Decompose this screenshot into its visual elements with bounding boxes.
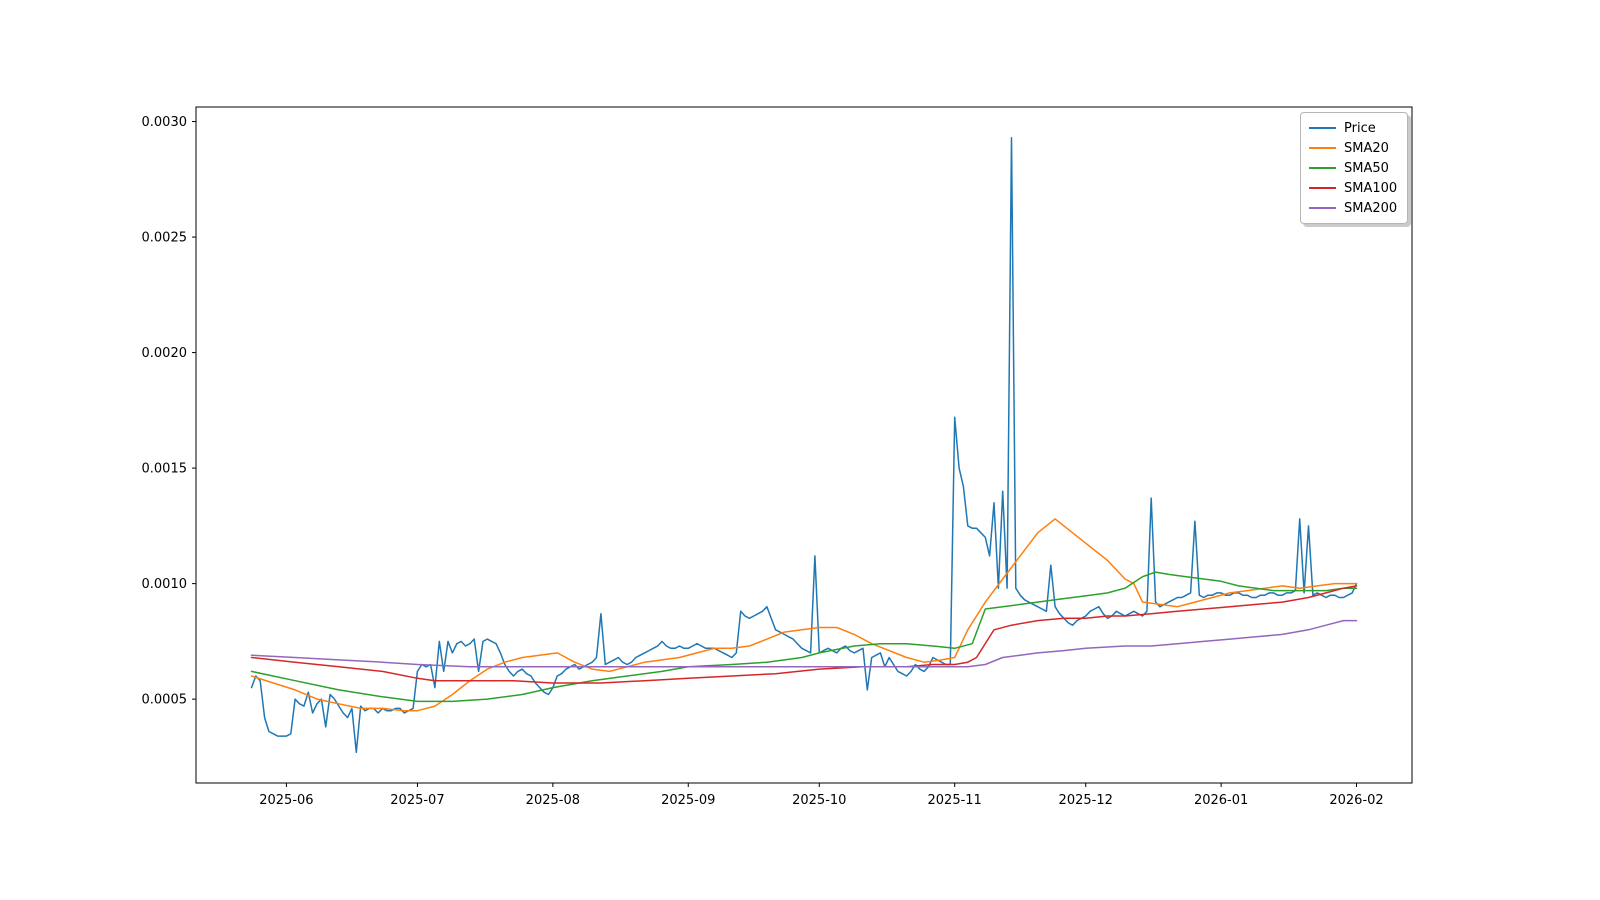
x-tick-label: 2026-02 [1329,793,1383,808]
axis-ticks: 2025-06 2025-07 2025-08 2025-09 2025-10 2025-… [142,115,1384,808]
y-tick-label: 0.0020 [142,346,188,361]
x-tick-label: 2025-12 [1059,793,1113,808]
series-lines [250,136,1358,754]
legend-item-sma50: SMA50 [1309,158,1397,178]
legend-label-sma200: SMA200 [1344,200,1398,216]
x-tick-label: 2026-01 [1194,793,1248,808]
legend-item-price: Price [1309,118,1397,138]
y-tick-label: 0.0015 [142,462,188,477]
sma100-line-swatch [1309,187,1336,189]
x-tick-label: 2025-10 [792,793,846,808]
x-tick-label: 2025-09 [661,793,715,808]
x-tick-label: 2025-07 [390,793,444,808]
price-line-swatch [1309,127,1336,129]
legend-label-sma50: SMA50 [1344,160,1389,176]
legend-item-sma100: SMA100 [1309,178,1397,198]
series-line-price [250,136,1358,754]
x-tick-label: 2025-06 [259,793,313,808]
y-tick-label: 0.0010 [142,577,188,592]
y-tick-label: 0.0025 [142,231,188,246]
x-tick-label: 2025-11 [928,793,982,808]
x-tick-label: 2025-08 [526,793,580,808]
sma20-line-swatch [1309,147,1336,149]
legend: Price SMA20 SMA50 SMA100 SMA200 [1300,112,1409,224]
sma200-line-swatch [1309,207,1336,209]
y-tick-label: 0.0005 [142,693,188,708]
plot-border [195,106,1413,784]
sma50-line-swatch [1309,167,1336,169]
series-line-sma100 [250,585,1358,684]
legend-label-price: Price [1344,120,1376,136]
legend-label-sma20: SMA20 [1344,140,1389,156]
y-tick-label: 0.0030 [142,115,188,130]
legend-label-sma100: SMA100 [1344,180,1398,196]
legend-item-sma200: SMA200 [1309,198,1397,218]
series-line-sma50 [250,571,1358,703]
series-line-sma200 [250,619,1358,668]
series-line-sma20 [250,518,1358,712]
legend-item-sma20: SMA20 [1309,138,1397,158]
